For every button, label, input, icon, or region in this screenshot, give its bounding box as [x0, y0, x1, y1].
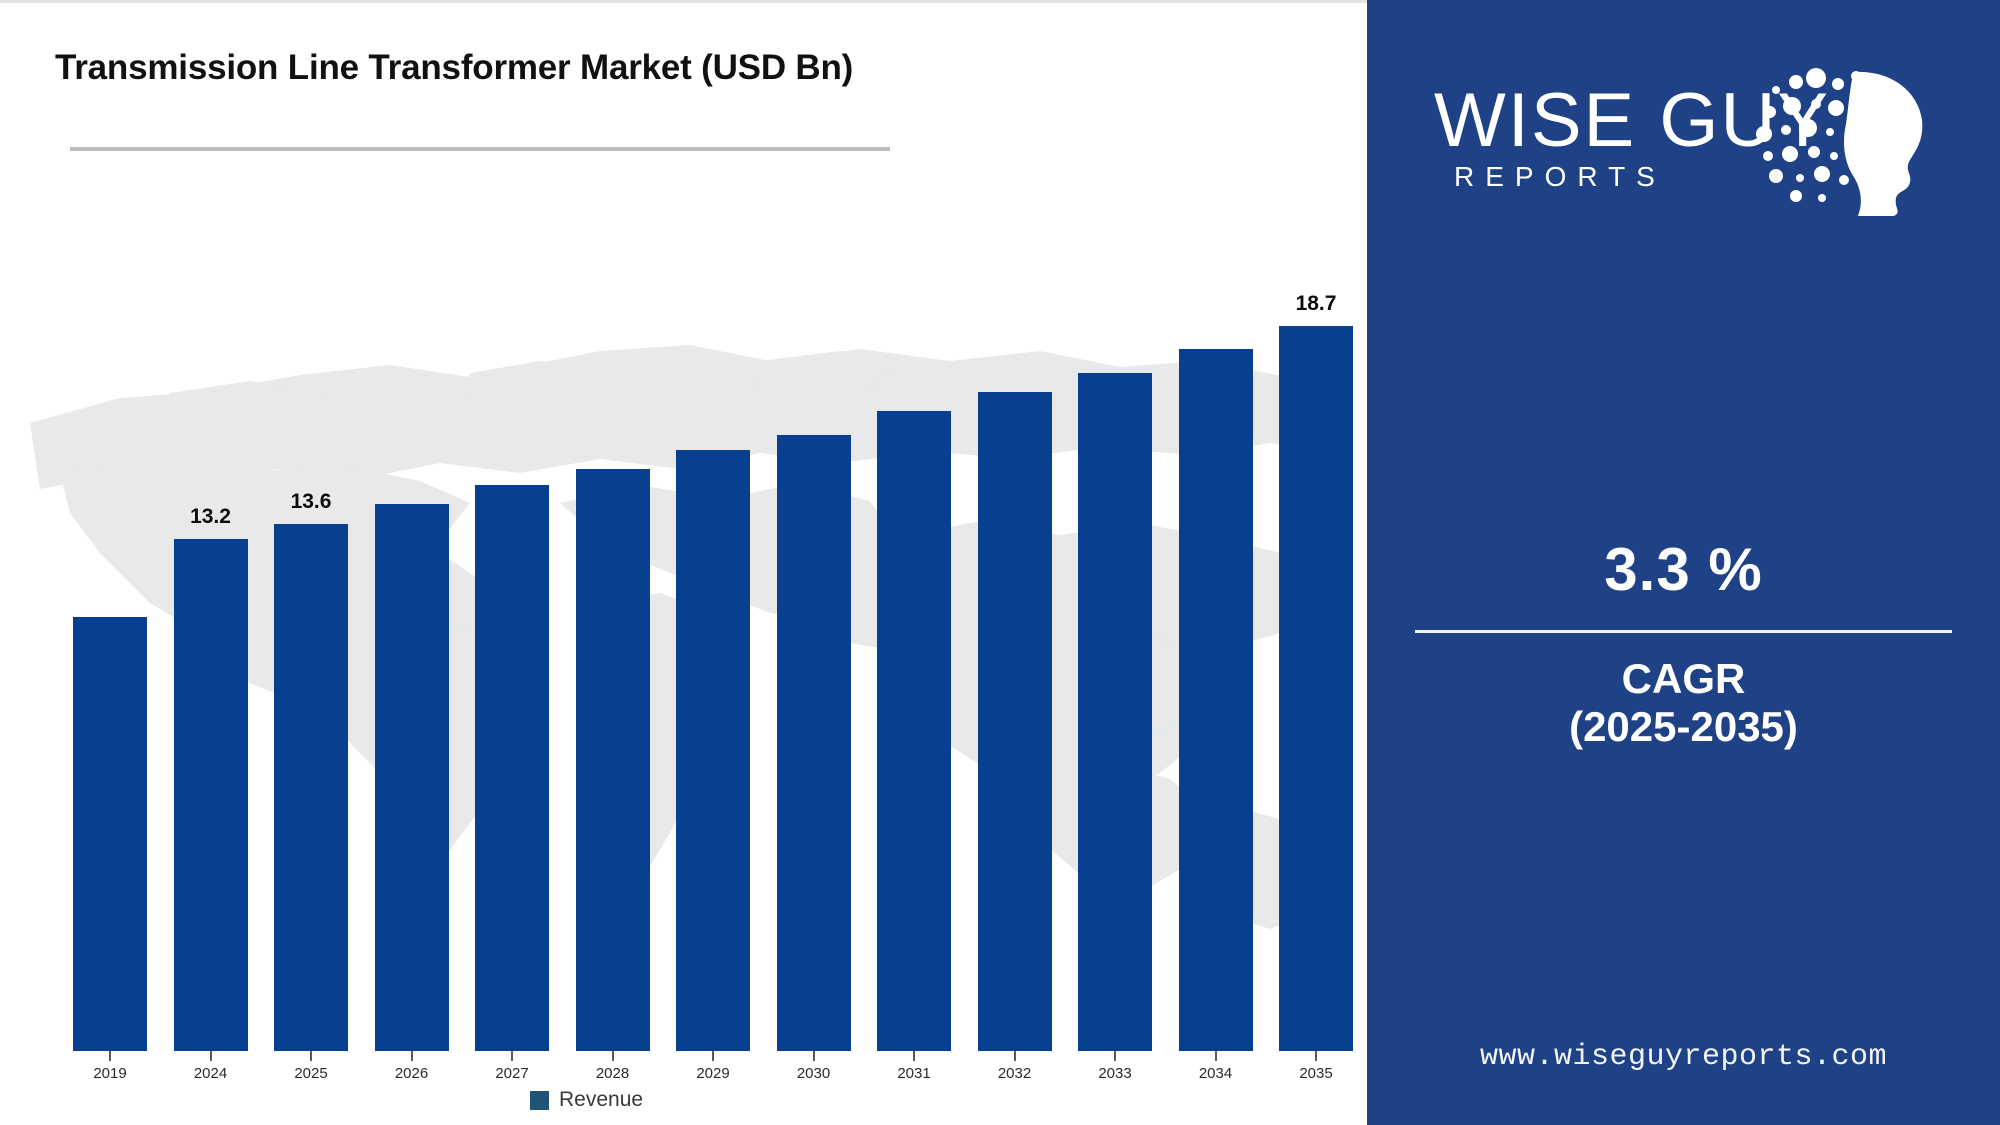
website-url[interactable]: www.wiseguyreports.com	[1479, 1040, 1888, 1074]
bar-2027[interactable]	[475, 485, 549, 1051]
x-axis-label-2027: 2027	[495, 1065, 529, 1082]
tick-mark-2029	[712, 1051, 714, 1061]
tick-mark-2030	[812, 1051, 815, 1061]
tick-mark-2032	[1013, 1051, 1016, 1061]
tick-mark-2034	[1214, 1051, 1217, 1061]
tick-mark-2028	[611, 1051, 614, 1061]
x-axis-label-2026: 2026	[394, 1065, 429, 1082]
cagr-divider	[1415, 630, 1952, 633]
cagr-label-line2: (2025-2035)	[1569, 703, 1798, 751]
svg-text:REPORTS: REPORTS	[1454, 161, 1666, 192]
tick-mark-2027	[511, 1051, 513, 1061]
bar-2033[interactable]	[1078, 373, 1152, 1051]
wiseguyreports-logo: WISE GUY REPORTS	[1367, 68, 2000, 228]
bar-2024[interactable]	[173, 539, 248, 1051]
x-axis-label-2028: 2028	[595, 1065, 630, 1082]
chart-panel: Transmission Line Transformer Market (US…	[0, 0, 1367, 1125]
x-axis-label-2035: 2035	[1299, 1065, 1333, 1082]
bar-2028[interactable]	[575, 469, 650, 1051]
tick-mark-2031	[913, 1051, 915, 1061]
x-axis-label-2033: 2033	[1098, 1065, 1132, 1082]
tick-mark-2035	[1315, 1051, 1317, 1061]
legend-label-revenue: Revenue	[559, 1088, 644, 1111]
bar-chart-plot-area: 2019 13.2 2024 13.6 2025 2026 2027 2028 2029 2030…	[0, 3, 1367, 1125]
chart-legend: Revenue	[530, 1088, 643, 1112]
x-axis-label-2034: 2034	[1198, 1065, 1233, 1082]
bar-2031[interactable]	[877, 411, 951, 1051]
x-axis-label-2030: 2030	[796, 1065, 831, 1082]
x-axis-label-2025: 2025	[294, 1065, 328, 1082]
bar-2019[interactable]	[73, 617, 147, 1051]
tick-mark-2026	[410, 1051, 413, 1061]
cagr-label-line1: CAGR	[1621, 655, 1746, 702]
cagr-label: CAGR (2025-2035)	[1367, 655, 2000, 752]
bar-2035[interactable]	[1279, 326, 1353, 1051]
bar-value-label-2025: 13.6	[290, 490, 332, 513]
tick-mark-2025	[310, 1051, 312, 1061]
bar-2034[interactable]	[1178, 349, 1253, 1051]
x-axis-label-2029: 2029	[696, 1065, 730, 1082]
tick-mark-2019	[109, 1051, 111, 1061]
bar-value-label-2024: 13.2	[190, 505, 231, 528]
legend-swatch-revenue	[530, 1090, 549, 1110]
bar-2025[interactable]	[274, 524, 348, 1051]
bar-2026[interactable]	[374, 504, 449, 1051]
title-divider	[70, 147, 890, 151]
cagr-value: 3.3 %	[1604, 536, 1763, 603]
bar-value-label-2035: 18.7	[1295, 292, 1337, 315]
tick-mark-2033	[1114, 1051, 1116, 1061]
x-axis-label-2019: 2019	[93, 1065, 127, 1082]
x-axis-label-2032: 2032	[997, 1065, 1032, 1082]
x-axis-label-2024: 2024	[193, 1065, 228, 1082]
x-axis-label-2031: 2031	[897, 1065, 931, 1082]
bar-2032[interactable]	[977, 392, 1052, 1051]
tick-mark-2024	[209, 1051, 212, 1061]
page-title: Transmission Line Transformer Market (US…	[55, 48, 854, 87]
brand-panel: WISE GUY REPORTS	[1367, 0, 2000, 1125]
svg-text:WISE GUY: WISE GUY	[1434, 78, 1830, 163]
bar-2029[interactable]	[676, 450, 750, 1051]
bar-2030[interactable]	[776, 435, 851, 1051]
